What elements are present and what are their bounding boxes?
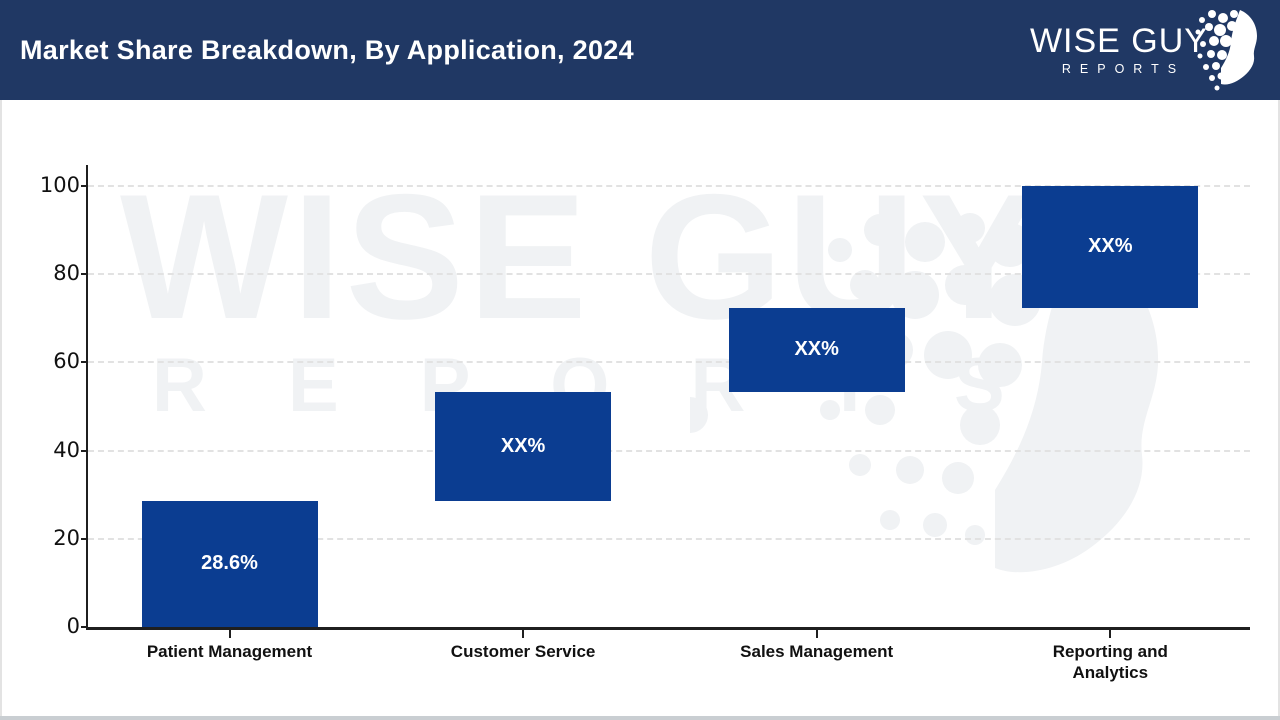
logo-subtitle: REPORTS [1061,62,1186,76]
y-axis-tick [81,361,88,364]
bar-value-label: 28.6% [201,551,258,574]
bar-segment [141,500,318,627]
x-category-label: Patient Management [146,642,313,661]
header-banner: Market Share Breakdown, By Application, … [0,0,1280,100]
y-tick-label: 60 [53,349,80,374]
y-tick-label: 20 [53,525,80,550]
y-tick-label: 100 [39,173,80,197]
x-axis-tick [522,630,525,638]
bottom-rule [0,716,1280,720]
y-axis-tick [81,185,88,187]
x-category-label: Reporting and Analytics [1052,642,1168,683]
bar-segment [728,308,905,393]
page-title: Market Share Breakdown, By Application, … [20,34,634,65]
y-axis-line [86,165,88,630]
gridline [88,273,1250,276]
logo-head-icon [1195,10,1257,91]
logo-wordmark: WISE GUY [1029,22,1208,60]
logo-text: WISE GUY REPORTS [1030,24,1208,76]
bar-segment [1022,186,1199,309]
y-axis-tick [81,537,88,540]
x-category-label: Sales Management [740,642,894,661]
y-tick-label: 40 [53,437,80,462]
waterfall-chart: 0 20 40 60 80 100 28.6% Patient Management XX% Cu… [39,165,1250,682]
wise-guy-reports-logo: WISE GUY REPORTS [1030,0,1266,100]
gridline [88,537,1250,540]
gridline [88,361,1250,364]
y-tick-label: 80 [53,261,80,286]
x-axis-tick [815,630,818,638]
x-category-label: Customer Service [450,642,596,661]
gridline [88,185,1250,187]
bar-value-label: XX% [1088,235,1133,258]
gridline [88,449,1250,452]
bar-value-label: XX% [500,434,546,457]
y-axis-tick [81,449,88,452]
bar-segment [435,392,612,501]
x-axis-tick [1109,630,1112,638]
x-axis-line [86,627,1250,630]
y-tick-label: 0 [66,614,80,638]
x-axis-tick [228,630,231,638]
y-axis-tick [81,626,88,628]
bar-value-label: XX% [794,338,839,361]
y-axis-tick [81,273,88,276]
